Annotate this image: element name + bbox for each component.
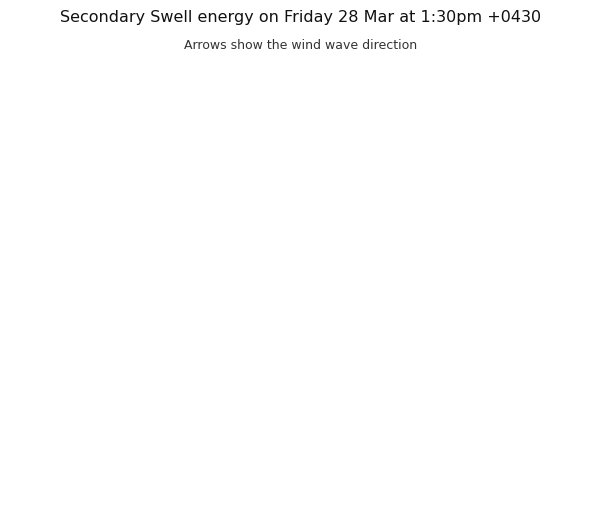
Text: Arrows show the wind wave direction: Arrows show the wind wave direction	[184, 39, 417, 52]
Text: Secondary Swell energy on Friday 28 Mar at 1:30pm +0430: Secondary Swell energy on Friday 28 Mar …	[60, 10, 541, 25]
